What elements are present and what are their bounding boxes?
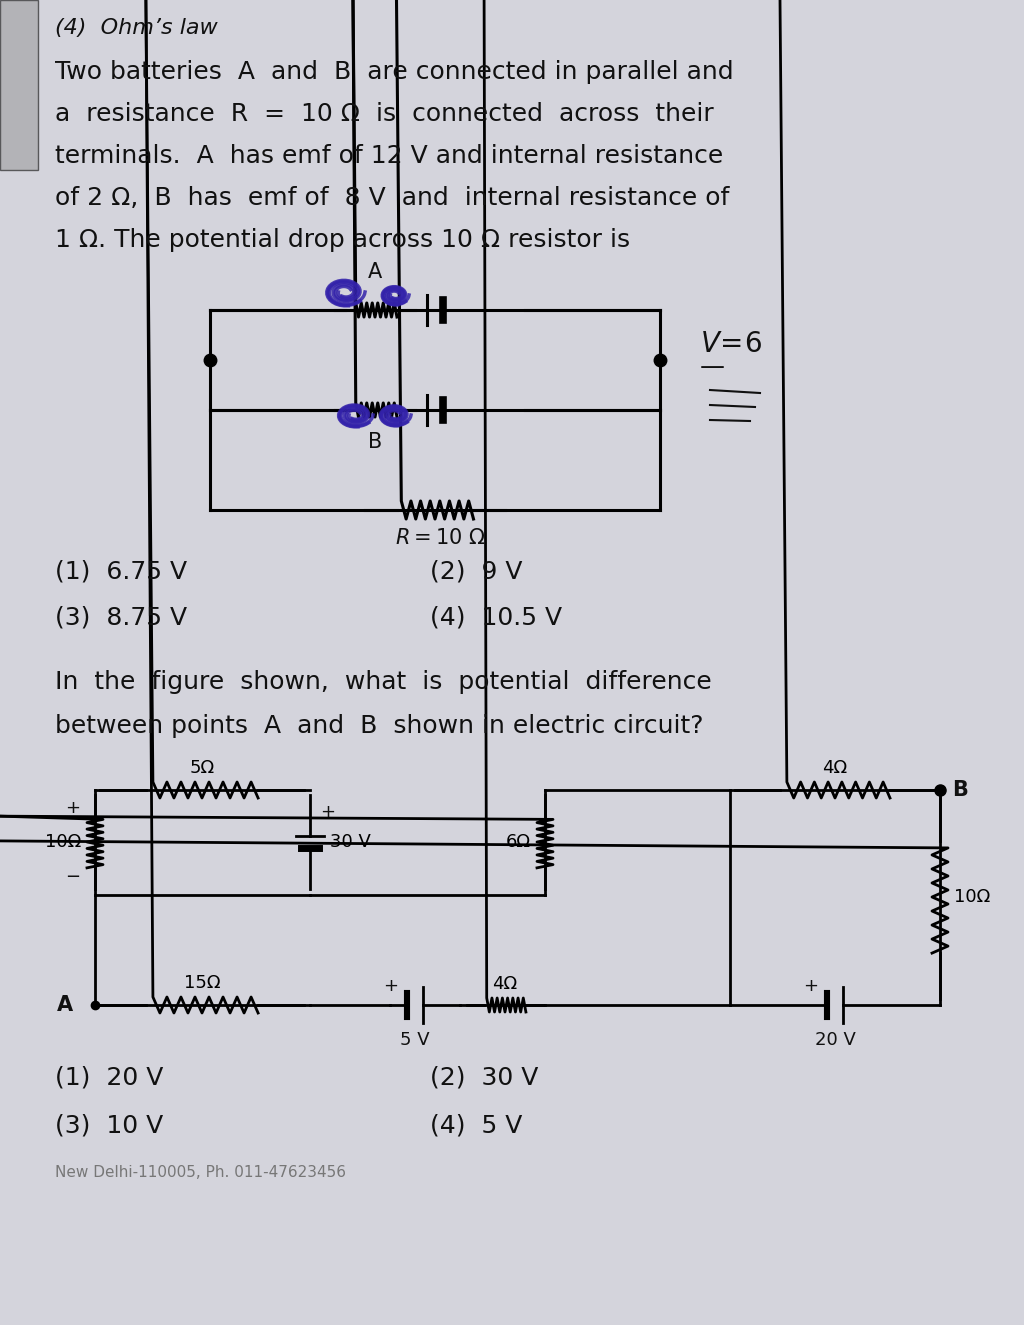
Text: 20 V: 20 V (814, 1031, 855, 1049)
Text: (4)  5 V: (4) 5 V (430, 1113, 522, 1137)
Text: 5Ω: 5Ω (189, 759, 215, 776)
Text: (2)  30 V: (2) 30 V (430, 1065, 539, 1089)
FancyBboxPatch shape (0, 0, 38, 170)
Text: terminals.  A  has emf of 12 V and internal resistance: terminals. A has emf of 12 V and interna… (55, 144, 723, 168)
Text: 5 V: 5 V (400, 1031, 430, 1049)
Text: 4Ω: 4Ω (493, 975, 517, 992)
Text: 1 Ω. The potential drop across 10 Ω resistor is: 1 Ω. The potential drop across 10 Ω resi… (55, 228, 630, 252)
Text: 15Ω: 15Ω (183, 974, 220, 992)
Text: a  resistance  R  =  10 Ω  is  connected  across  their: a resistance R = 10 Ω is connected acros… (55, 102, 714, 126)
Text: between points  A  and  B  shown in electric circuit?: between points A and B shown in electric… (55, 714, 703, 738)
Text: New Delhi-110005, Ph. 011-47623456: New Delhi-110005, Ph. 011-47623456 (55, 1165, 346, 1181)
Text: −: − (66, 868, 81, 886)
Text: 30 V: 30 V (330, 833, 371, 851)
Text: (4)  Ohm’s law: (4) Ohm’s law (55, 19, 218, 38)
Text: of 2 Ω,  B  has  emf of  8 V  and  internal resistance of: of 2 Ω, B has emf of 8 V and internal re… (55, 186, 729, 209)
Text: Two batteries  A  and  B  are connected in parallel and: Two batteries A and B are connected in p… (55, 60, 733, 83)
Text: 10Ω: 10Ω (954, 888, 990, 906)
Text: $R = 10\ \Omega$: $R = 10\ \Omega$ (394, 527, 485, 549)
Text: B: B (952, 780, 968, 800)
Text: +: + (804, 977, 818, 995)
Text: 6Ω: 6Ω (506, 833, 531, 851)
Text: (1)  6.75 V: (1) 6.75 V (55, 560, 187, 584)
Text: A: A (368, 262, 382, 282)
Text: +: + (66, 799, 81, 818)
Text: A: A (57, 995, 73, 1015)
Text: B: B (368, 432, 382, 452)
Text: In  the  figure  shown,  what  is  potential  difference: In the figure shown, what is potential d… (55, 670, 712, 694)
Text: —: — (700, 355, 725, 379)
Text: (4)  10.5 V: (4) 10.5 V (430, 606, 562, 629)
Text: +: + (319, 803, 335, 822)
Text: +: + (384, 977, 398, 995)
Text: 4Ω: 4Ω (822, 759, 848, 776)
Text: 10Ω: 10Ω (45, 833, 81, 851)
Text: (3)  10 V: (3) 10 V (55, 1113, 163, 1137)
Text: (1)  20 V: (1) 20 V (55, 1065, 164, 1089)
Text: (3)  8.75 V: (3) 8.75 V (55, 606, 187, 629)
Text: $V\!=\!6$: $V\!=\!6$ (700, 330, 762, 358)
Text: (2)  9 V: (2) 9 V (430, 560, 522, 584)
